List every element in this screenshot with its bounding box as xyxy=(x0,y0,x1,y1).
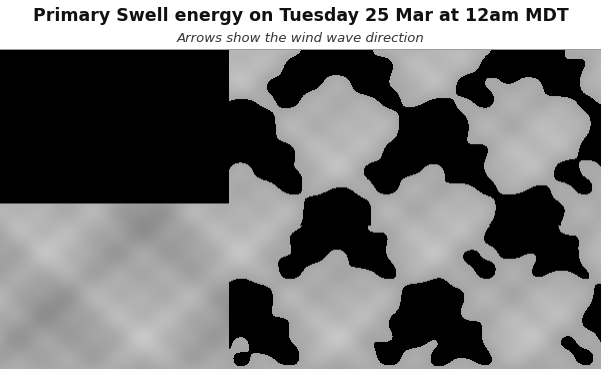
Text: Arrows show the wind wave direction: Arrows show the wind wave direction xyxy=(177,32,424,45)
Text: Primary Swell energy on Tuesday 25 Mar at 12am MDT: Primary Swell energy on Tuesday 25 Mar a… xyxy=(32,7,569,25)
